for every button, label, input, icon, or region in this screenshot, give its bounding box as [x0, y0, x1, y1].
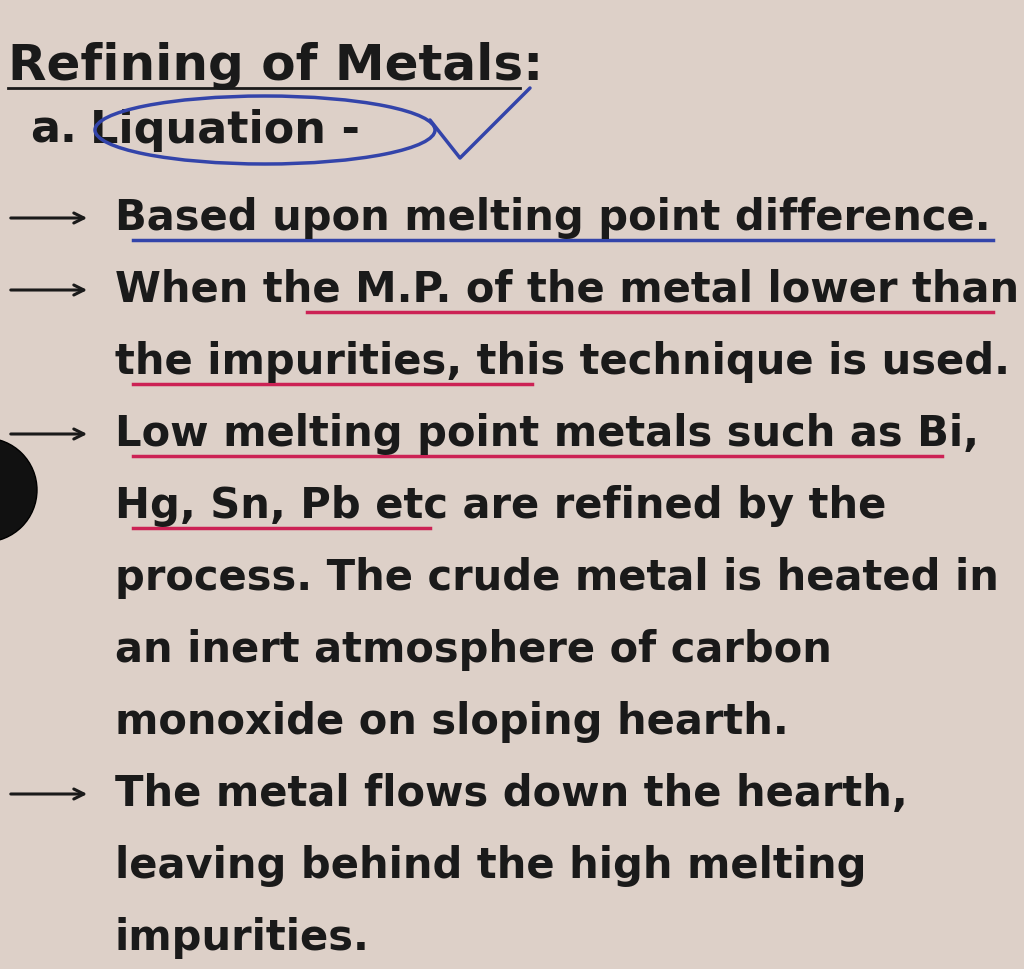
Text: process. The crude metal is heated in: process. The crude metal is heated in: [115, 557, 998, 599]
Text: The metal flows down the hearth,: The metal flows down the hearth,: [115, 773, 907, 815]
Text: an inert atmosphere of carbon: an inert atmosphere of carbon: [115, 629, 831, 671]
Text: leaving behind the high melting: leaving behind the high melting: [115, 845, 866, 887]
Text: Refining of Metals:: Refining of Metals:: [8, 42, 544, 90]
Text: a.: a.: [30, 109, 77, 151]
Text: impurities.: impurities.: [115, 917, 370, 959]
Text: Based upon melting point difference.: Based upon melting point difference.: [115, 197, 990, 239]
Text: monoxide on sloping hearth.: monoxide on sloping hearth.: [115, 701, 788, 743]
Text: Low melting point metals such as Bi,: Low melting point metals such as Bi,: [115, 413, 979, 455]
Text: the impurities, this technique is used.: the impurities, this technique is used.: [115, 341, 1010, 383]
Text: Hg, Sn, Pb etc are refined by the: Hg, Sn, Pb etc are refined by the: [115, 485, 887, 527]
Circle shape: [0, 438, 37, 542]
Text: Liquation -: Liquation -: [90, 109, 359, 151]
Text: When the M.P. of the metal lower than: When the M.P. of the metal lower than: [115, 269, 1019, 311]
